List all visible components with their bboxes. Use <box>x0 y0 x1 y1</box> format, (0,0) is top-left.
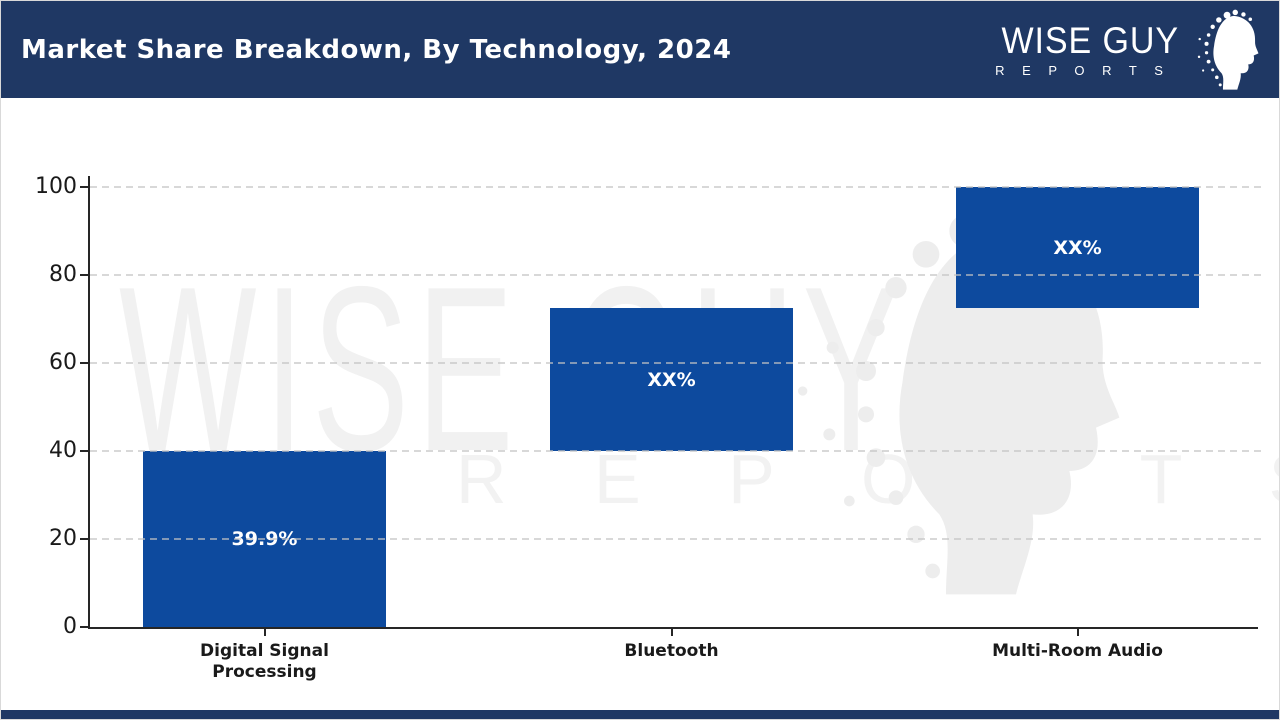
y-axis-tick-label: 40 <box>49 438 77 463</box>
axis-spine-bottom <box>88 627 1258 629</box>
y-axis-tick-mark <box>80 274 89 276</box>
y-axis-tick-label: 0 <box>63 614 77 639</box>
logo-name: WISE GUY <box>1001 20 1179 61</box>
gridline <box>90 186 1263 188</box>
y-axis-tick-label: 80 <box>49 262 77 287</box>
y-axis-tick-mark <box>80 450 89 452</box>
header: Market Share Breakdown, By Technology, 2… <box>1 1 1279 98</box>
footer-bar <box>1 710 1279 719</box>
wiseguy-logo: WISE GUY R E P O R T S <box>986 7 1269 93</box>
y-axis-tick-mark <box>80 186 89 188</box>
axis-spine-left <box>88 176 90 629</box>
bar: XX% <box>956 187 1199 308</box>
page-title: Market Share Breakdown, By Technology, 2… <box>21 34 732 65</box>
wiseguy-face-icon <box>1197 9 1259 90</box>
x-axis-category-label: Multi-Room Audio <box>992 641 1163 661</box>
bar-value-label: XX% <box>647 368 696 391</box>
x-axis-category-label: Bluetooth <box>624 641 719 661</box>
gridline <box>90 362 1263 364</box>
bar: XX% <box>550 308 793 452</box>
logo-subname: R E P O R T S <box>995 63 1170 78</box>
x-axis-tick-mark <box>1076 628 1079 636</box>
gridline <box>90 538 1263 540</box>
x-axis-tick-mark <box>263 628 266 636</box>
y-axis-tick-mark <box>80 362 89 364</box>
bar-value-label: XX% <box>1053 236 1102 259</box>
y-axis-tick-mark <box>80 538 89 540</box>
gridline <box>90 274 1263 276</box>
x-axis-category-label: Digital Signal Processing <box>200 641 329 682</box>
x-axis-tick-mark <box>670 628 673 636</box>
y-axis-tick-mark <box>80 626 89 628</box>
y-axis-tick-label: 20 <box>49 526 77 551</box>
y-axis-tick-label: 100 <box>35 174 77 199</box>
gridline <box>90 450 1263 452</box>
y-axis-tick-label: 60 <box>49 350 77 375</box>
